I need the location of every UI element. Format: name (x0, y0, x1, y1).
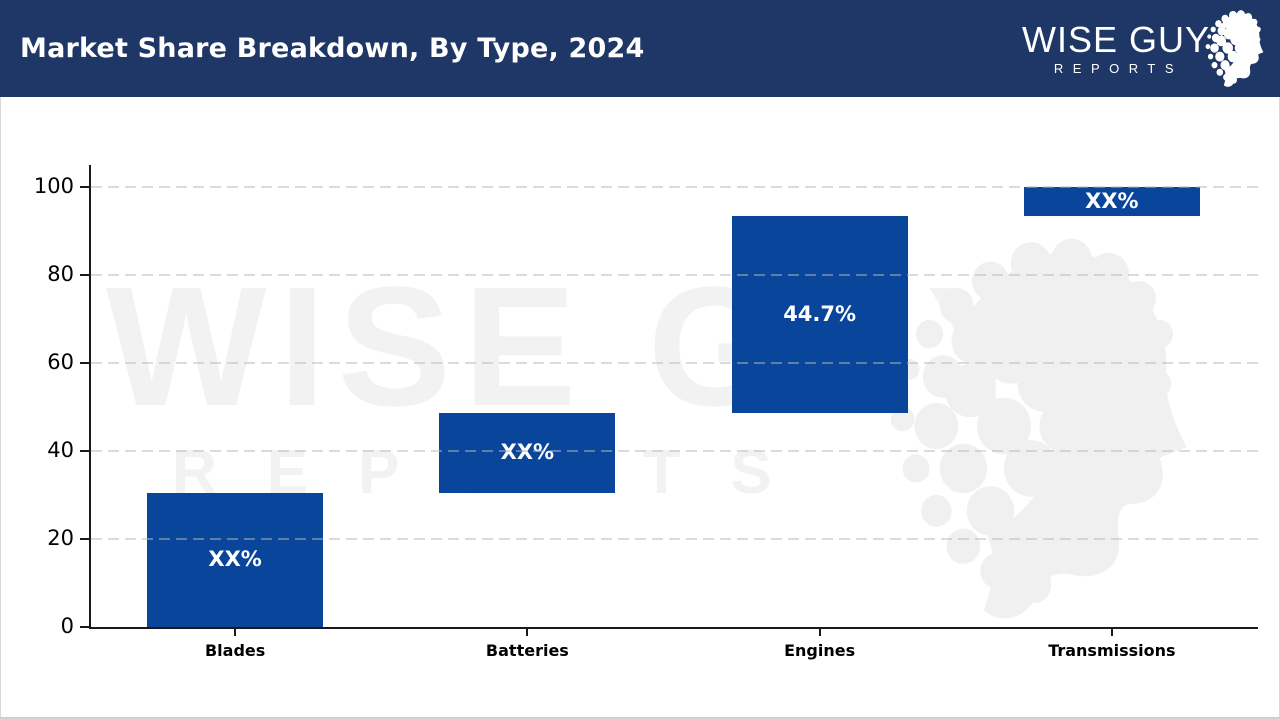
y-axis-tick-label: 0 (60, 614, 74, 638)
gridline-20 (91, 538, 1258, 540)
y-axis-tick-mark (80, 626, 89, 628)
x-axis-tick-mark (526, 629, 529, 636)
bar-value-label: XX% (500, 440, 555, 465)
waterfall-chart: WISE GUY REPORTS 020406080100XX%BladesXX… (0, 97, 1280, 717)
x-axis-tick-mark (818, 629, 821, 636)
y-axis-tick-mark (80, 362, 89, 364)
y-axis-tick-mark (80, 186, 89, 188)
y-axis-tick-mark (80, 274, 89, 276)
x-axis-spine (89, 627, 1258, 629)
x-axis-category-label: Engines (784, 641, 856, 660)
wiseguy-logo: WISE GUY REPORTS (1022, 8, 1266, 88)
y-axis-tick-mark (80, 450, 89, 452)
bar-value-label: 44.7% (783, 302, 857, 327)
bar-engines: 44.7% (731, 216, 908, 414)
gridline-40 (91, 450, 1258, 452)
bar-batteries: XX% (439, 413, 616, 493)
bar-blades: XX% (147, 492, 324, 627)
x-axis-category-label: Transmissions (1048, 641, 1176, 660)
header-bar: Market Share Breakdown, By Type, 2024 WI… (0, 0, 1280, 97)
y-axis-tick-label: 40 (47, 438, 74, 462)
logo-wordmark: WISE GUY (1021, 19, 1210, 60)
y-axis-tick-mark (80, 538, 89, 540)
bar-value-label: XX% (1085, 189, 1139, 214)
logo-subtext: REPORTS (1053, 61, 1184, 76)
logo-head-icon (1205, 10, 1264, 87)
bar-value-label: XX% (208, 547, 262, 572)
gridline-80 (91, 274, 1258, 276)
gridline-60 (91, 362, 1258, 364)
x-axis-category-label: Blades (204, 641, 266, 660)
logo-wordmark-block: WISE GUY REPORTS (1021, 19, 1210, 77)
x-axis-tick-mark (1110, 629, 1113, 636)
bar-transmissions: XX% (1023, 187, 1200, 217)
y-axis-tick-label: 80 (47, 262, 74, 286)
y-axis-tick-label: 100 (33, 174, 74, 198)
x-axis-category-label: Batteries (485, 641, 569, 660)
y-axis-spine (89, 165, 91, 629)
y-axis-tick-label: 60 (47, 350, 74, 374)
gridline-100 (91, 186, 1258, 188)
bottom-border (0, 717, 1280, 719)
x-axis-tick-mark (234, 629, 237, 636)
y-axis-tick-label: 20 (47, 526, 74, 550)
chart-title: Market Share Breakdown, By Type, 2024 (20, 33, 645, 64)
